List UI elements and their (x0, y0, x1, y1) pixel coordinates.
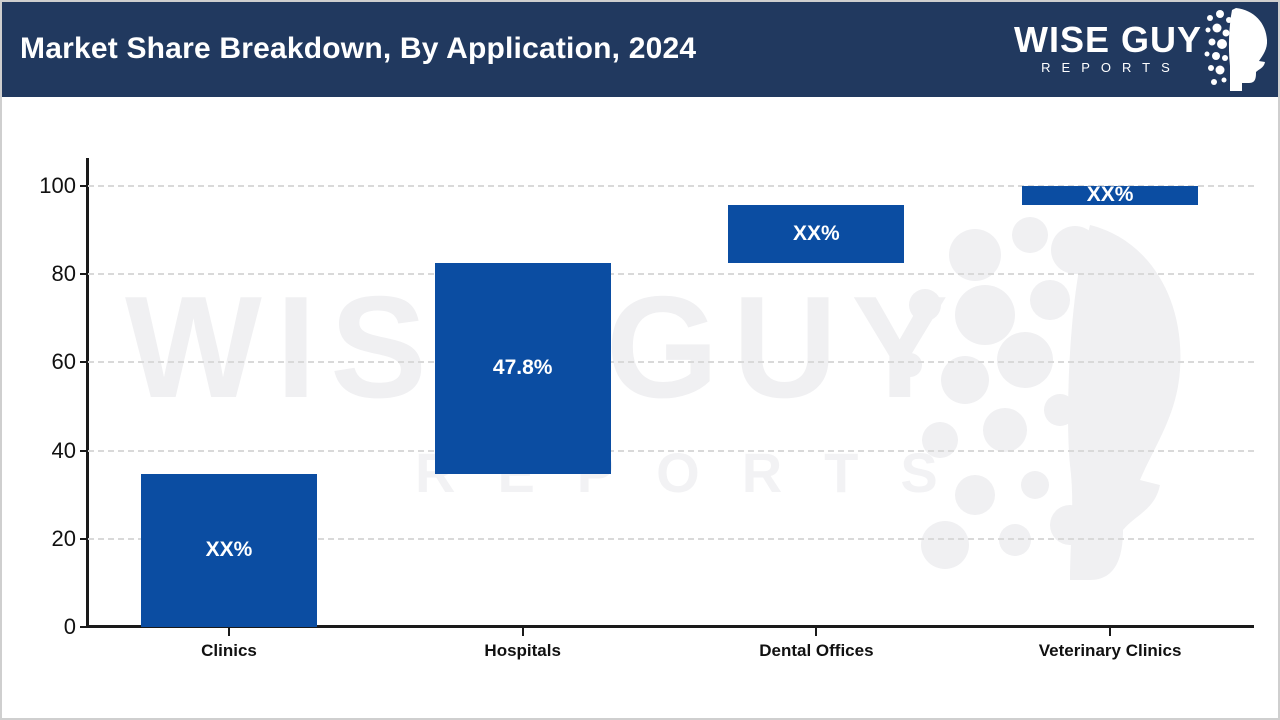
brand-logo-text: WISE GUY REPORTS (1013, 19, 1202, 76)
gridline-60 (88, 361, 1254, 364)
brand-subname: REPORTS (1041, 60, 1181, 75)
bar-dental-offices (728, 204, 905, 263)
y-tick-mark-100 (80, 185, 88, 187)
y-tick-mark-20 (80, 537, 88, 540)
bar-value-label-dental-offices: XX% (793, 221, 840, 245)
bar-veterinary-clinics (1022, 186, 1199, 205)
x-category-label-veterinary-clinics: Veterinary Clinics (1038, 641, 1182, 660)
y-tick-label-40: 40 (51, 437, 76, 463)
y-tick-mark-60 (80, 361, 88, 364)
y-tick-label-20: 20 (51, 525, 76, 551)
x-category-label-hospitals: Hospitals (484, 641, 561, 660)
bar-value-label-hospitals: 47.8% (492, 356, 553, 380)
gridline-100 (88, 185, 1254, 187)
brand-logo: WISE GUY REPORTS (1010, 0, 1270, 97)
x-tick-mark-hospitals (521, 628, 524, 636)
y-tick-mark-40 (80, 449, 88, 452)
y-tick-mark-80 (80, 273, 88, 276)
gridline-80 (88, 273, 1254, 276)
y-axis-line (86, 158, 89, 628)
gridline-40 (88, 449, 1254, 452)
bar-value-label-clinics: XX% (205, 538, 253, 562)
bar-hospitals (434, 262, 611, 474)
watermark-head-icon (898, 217, 1181, 580)
y-tick-label-0: 0 (63, 614, 76, 639)
y-tick-label-60: 60 (51, 349, 76, 375)
brand-name: WISE GUY (1013, 19, 1202, 60)
gridline-20 (88, 537, 1254, 540)
x-category-label-dental-offices: Dental Offices (759, 641, 874, 660)
x-tick-mark-clinics (228, 628, 230, 636)
x-tick-mark-veterinary-clinics (1109, 628, 1112, 636)
brand-head-icon (1204, 8, 1268, 91)
y-tick-mark-0 (80, 626, 88, 628)
header-bar: Market Share Breakdown, By Application, … (0, 0, 1280, 97)
chart-title: Market Share Breakdown, By Application, … (20, 31, 697, 65)
x-category-label-clinics: Clinics (201, 641, 257, 660)
bar-value-label-veterinary-clinics: XX% (1086, 183, 1134, 207)
y-tick-label-80: 80 (51, 261, 76, 287)
x-axis-line (86, 625, 1254, 628)
y-tick-label-100: 100 (39, 173, 76, 198)
bar-clinics (141, 473, 317, 627)
x-tick-mark-dental-offices (815, 628, 818, 636)
